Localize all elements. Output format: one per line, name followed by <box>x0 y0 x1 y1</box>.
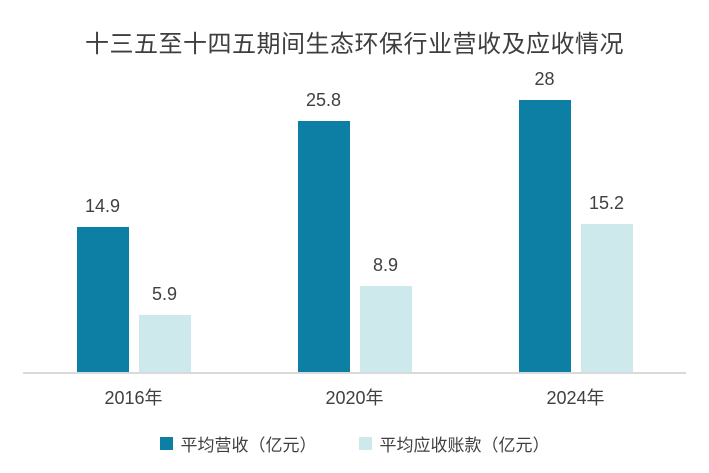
bar-group-2016: 14.9 5.9 <box>76 196 191 372</box>
value-label-revenue-2024: 28 <box>534 69 555 89</box>
bar-receivables-2020 <box>359 286 412 372</box>
legend-item-receivables: 平均应收账款（亿元） <box>358 431 550 456</box>
bar-receivables-2016 <box>138 315 191 372</box>
bar-revenue-2020 <box>297 121 350 372</box>
bar-group-2020: 25.8 8.9 <box>297 90 412 372</box>
bar-revenue-2024 <box>518 100 571 372</box>
value-label-revenue-2016: 14.9 <box>84 196 121 216</box>
bar-column: 15.2 <box>580 193 633 372</box>
bar-column: 14.9 <box>76 196 129 372</box>
legend-label-receivables: 平均应收账款（亿元） <box>379 436 550 455</box>
bar-receivables-2024 <box>580 224 633 372</box>
x-tick-2020: 2020年 <box>325 388 384 408</box>
chart-title: 十三五至十四五期间生态环保行业营收及应收情况 <box>85 31 624 58</box>
legend-label-revenue: 平均营收（亿元） <box>180 436 317 455</box>
legend-item-revenue: 平均营收（亿元） <box>159 431 317 456</box>
x-axis: 2016年 2020年 2024年 <box>23 384 686 410</box>
legend-swatch-receivables-icon <box>358 437 372 450</box>
value-label-receivables-2020: 8.9 <box>372 255 399 275</box>
legend-swatch-revenue-icon <box>159 437 173 450</box>
x-tick-2016: 2016年 <box>104 388 163 408</box>
bar-column: 28 <box>518 69 571 372</box>
value-label-revenue-2020: 25.8 <box>305 90 342 110</box>
value-label-receivables-2016: 5.9 <box>151 284 178 304</box>
bar-column: 25.8 <box>297 90 350 372</box>
value-label-receivables-2024: 15.2 <box>588 193 625 213</box>
bar-column: 5.9 <box>138 284 191 372</box>
legend: 平均营收（亿元） 平均应收账款（亿元） <box>0 431 709 456</box>
plot-area: 14.9 5.9 25.8 8.9 28 15 <box>23 69 686 374</box>
bar-revenue-2016 <box>76 227 129 372</box>
x-tick-2024: 2024年 <box>546 388 605 408</box>
bar-column: 8.9 <box>359 255 412 372</box>
bar-group-2024: 28 15.2 <box>518 69 633 372</box>
